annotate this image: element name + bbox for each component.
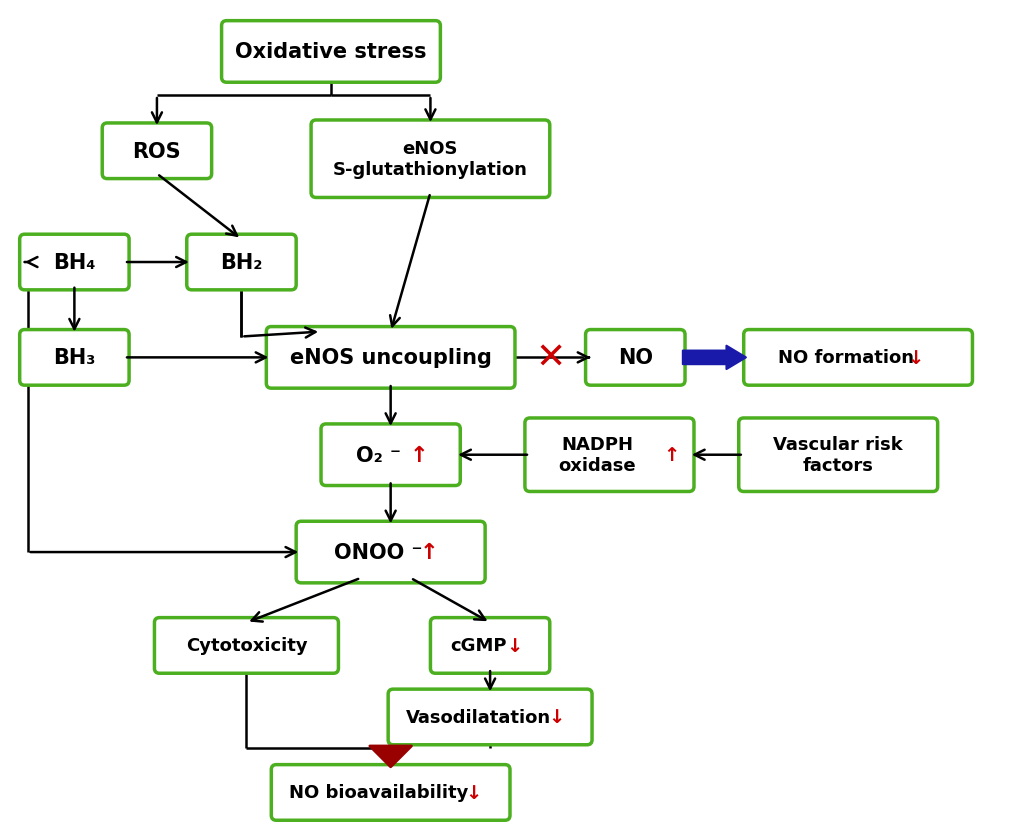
Text: Vasodilatation: Vasodilatation [405,708,551,726]
Text: NADPH
oxidase: NADPH oxidase [559,436,636,475]
Text: ↓: ↓ [908,348,924,367]
FancyBboxPatch shape [585,330,685,385]
Text: ↑: ↑ [409,445,429,465]
Text: NO: NO [618,348,653,368]
Text: BH₂: BH₂ [220,253,263,273]
Text: ↓: ↓ [465,783,482,802]
FancyBboxPatch shape [19,235,129,290]
FancyBboxPatch shape [186,235,296,290]
Text: ↓: ↓ [507,636,523,655]
FancyBboxPatch shape [431,618,550,673]
Text: BH₄: BH₄ [53,253,96,273]
Text: eNOS
S-glutathionylation: eNOS S-glutathionylation [333,140,528,179]
FancyBboxPatch shape [19,330,129,385]
FancyBboxPatch shape [739,418,938,492]
FancyBboxPatch shape [388,689,592,745]
Text: NO formation: NO formation [778,349,914,367]
FancyBboxPatch shape [321,424,460,486]
Text: ROS: ROS [132,141,181,161]
FancyBboxPatch shape [222,22,441,84]
Text: ↑: ↑ [664,446,680,465]
FancyBboxPatch shape [312,121,550,198]
Text: ↓: ↓ [548,708,564,727]
Text: BH₃: BH₃ [53,348,96,368]
FancyBboxPatch shape [267,327,515,389]
FancyBboxPatch shape [155,618,338,673]
FancyBboxPatch shape [296,522,486,583]
FancyBboxPatch shape [272,765,510,820]
Text: Cytotoxicity: Cytotoxicity [185,637,307,655]
FancyBboxPatch shape [525,418,694,492]
Text: NO bioavailability: NO bioavailability [289,783,468,801]
Text: ↑: ↑ [419,543,438,562]
Text: cGMP: cGMP [450,637,506,655]
Text: O₂ ⁻: O₂ ⁻ [356,445,401,465]
Text: Oxidative stress: Oxidative stress [235,42,427,62]
Text: Vascular risk
factors: Vascular risk factors [774,436,903,475]
Text: ONOO ⁻: ONOO ⁻ [335,543,422,562]
Text: ✕: ✕ [535,341,565,375]
FancyBboxPatch shape [102,124,212,179]
Text: eNOS uncoupling: eNOS uncoupling [290,348,492,368]
FancyBboxPatch shape [744,330,972,385]
